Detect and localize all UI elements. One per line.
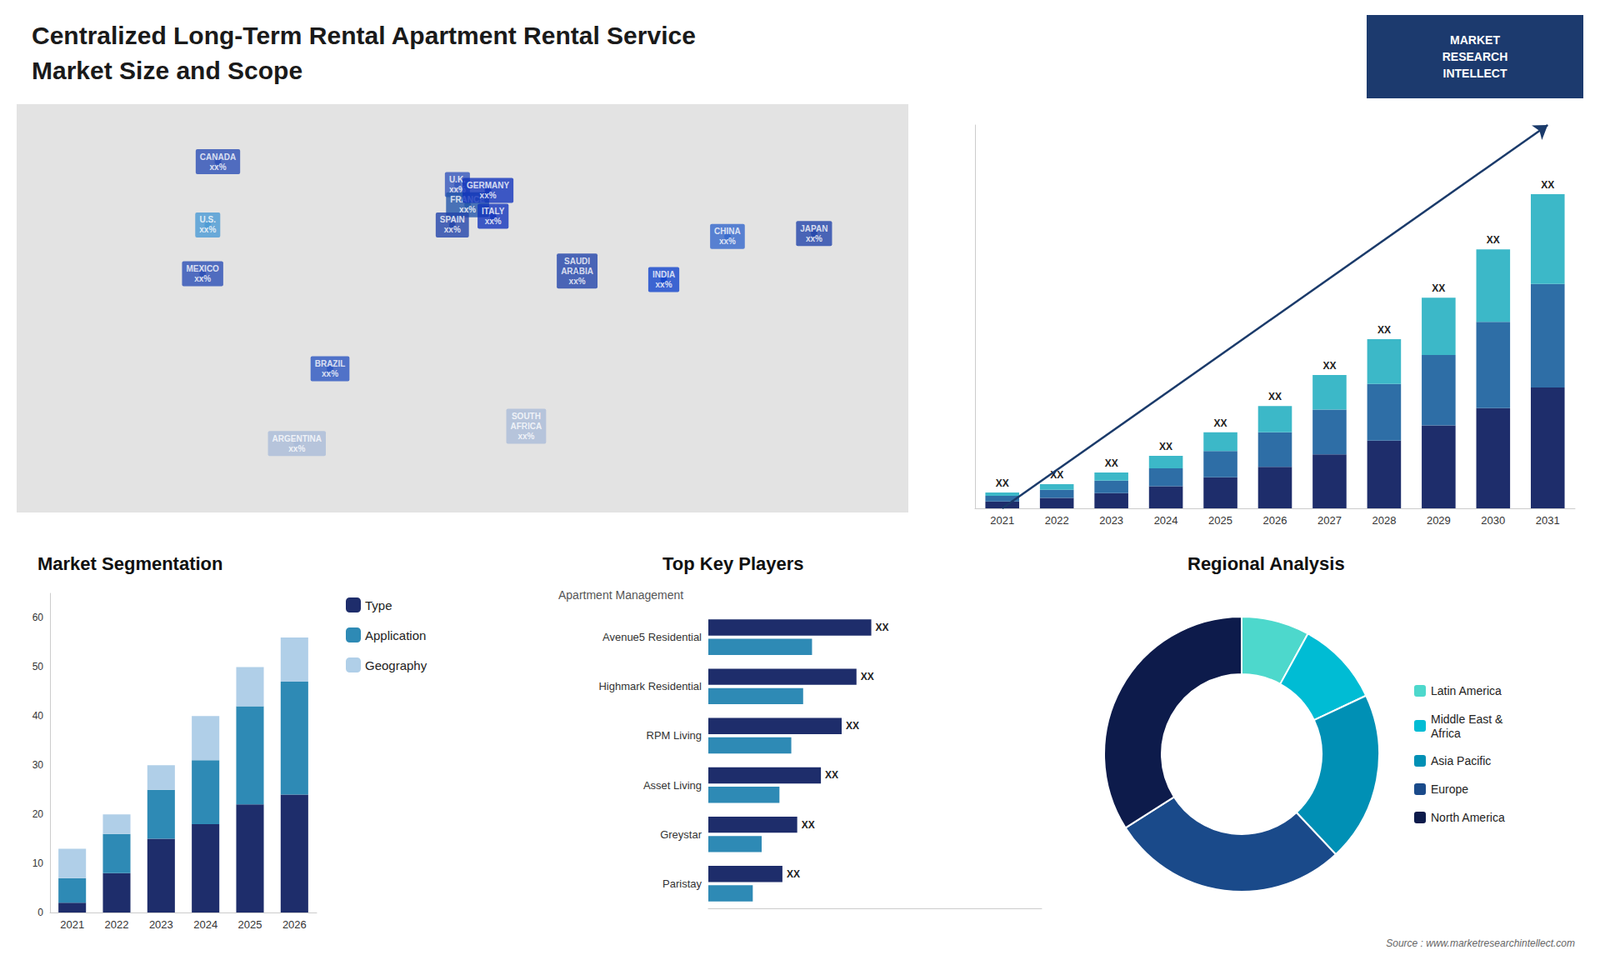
svg-text:U.S.: U.S. (200, 215, 217, 225)
svg-text:U.K.: U.K. (449, 175, 466, 185)
svg-text:xx%: xx% (805, 234, 823, 244)
svg-text:Asset Living: Asset Living (643, 779, 702, 792)
svg-text:Latin America: Latin America (1430, 684, 1502, 698)
svg-text:Asia Pacific: Asia Pacific (1430, 754, 1491, 768)
svg-text:MEXICO: MEXICO (185, 264, 220, 274)
svg-text:Apartment Management: Apartment Management (558, 588, 684, 602)
svg-text:2025: 2025 (1208, 514, 1233, 527)
svg-text:CHINA: CHINA (714, 226, 741, 236)
svg-text:2021: 2021 (60, 918, 85, 931)
svg-text:GERMANY: GERMANY (466, 180, 510, 190)
svg-text:xx%: xx% (199, 225, 216, 235)
svg-text:XX: XX (1268, 390, 1282, 403)
svg-text:2025: 2025 (238, 918, 263, 931)
svg-text:XX: XX (801, 819, 815, 831)
svg-text:xx%: xx% (485, 216, 502, 226)
svg-text:Source : www.marketresearchint: Source : www.marketresearchintellect.com (1385, 937, 1575, 950)
svg-text:CANADA: CANADA (200, 152, 236, 162)
svg-text:Greystar: Greystar (660, 828, 703, 841)
svg-text:2028: 2028 (1371, 514, 1396, 527)
svg-text:MARKET: MARKET (1450, 33, 1500, 47)
svg-text:xx%: xx% (480, 190, 497, 200)
svg-text:Market Segmentation: Market Segmentation (37, 553, 224, 575)
svg-text:Highmark Residential: Highmark Residential (598, 680, 702, 693)
svg-text:XX: XX (875, 621, 890, 634)
svg-text:XX: XX (1105, 457, 1119, 470)
svg-text:XX: XX (995, 477, 1010, 490)
svg-text:Market Size and Scope: Market Size and Scope (31, 56, 303, 85)
svg-text:Top Key Players: Top Key Players (662, 553, 805, 575)
svg-text:xx%: xx% (459, 205, 476, 215)
svg-text:RESEARCH: RESEARCH (1442, 50, 1509, 64)
svg-text:SPAIN: SPAIN (440, 215, 465, 225)
svg-text:XX: XX (786, 868, 800, 880)
svg-text:xx%: xx% (444, 225, 461, 235)
svg-text:0: 0 (37, 906, 44, 919)
svg-text:Application: Application (365, 628, 426, 643)
svg-text:Regional Analysis: Regional Analysis (1187, 553, 1345, 575)
svg-text:2029: 2029 (1426, 514, 1451, 527)
svg-text:2026: 2026 (282, 918, 307, 931)
svg-text:40: 40 (32, 710, 45, 722)
svg-text:xx%: xx% (288, 444, 305, 454)
svg-text:2024: 2024 (1154, 514, 1179, 527)
svg-text:XX: XX (1050, 469, 1064, 481)
svg-text:xx%: xx% (655, 280, 673, 290)
svg-text:SAUDI: SAUDI (564, 256, 590, 266)
svg-text:RPM Living: RPM Living (646, 729, 702, 742)
svg-text:xx%: xx% (517, 431, 535, 441)
svg-text:Geography: Geography (365, 658, 428, 673)
svg-text:XX: XX (1322, 360, 1336, 372)
svg-text:ARABIA: ARABIA (560, 266, 594, 276)
svg-text:xx%: xx% (321, 369, 339, 379)
svg-text:XX: XX (1214, 417, 1228, 430)
svg-text:2021: 2021 (990, 514, 1015, 527)
svg-text:2031: 2031 (1535, 514, 1560, 527)
svg-text:XX: XX (1377, 324, 1391, 336)
svg-text:60: 60 (32, 611, 45, 624)
svg-text:XX: XX (825, 769, 839, 781)
svg-text:SOUTH: SOUTH (511, 411, 541, 421)
svg-text:JAPAN: JAPAN (800, 224, 828, 234)
svg-text:XX: XX (860, 670, 875, 683)
svg-text:10: 10 (32, 857, 45, 870)
svg-text:30: 30 (32, 759, 45, 771)
svg-text:2030: 2030 (1480, 514, 1505, 527)
svg-text:Europe: Europe (1430, 782, 1469, 796)
svg-text:XX: XX (1486, 234, 1500, 246)
svg-text:2026: 2026 (1263, 514, 1288, 527)
svg-text:XX: XX (1540, 179, 1555, 191)
svg-text:xx%: xx% (719, 236, 736, 246)
svg-text:Centralized Long-Term Rental A: Centralized Long-Term Rental Apartment R… (31, 21, 696, 50)
svg-text:xx%: xx% (194, 274, 211, 284)
svg-text:INDIA: INDIA (652, 270, 675, 280)
svg-text:ITALY: ITALY (481, 206, 505, 216)
svg-text:2022: 2022 (105, 918, 130, 931)
svg-text:XX: XX (845, 720, 860, 732)
svg-text:2024: 2024 (193, 918, 218, 931)
svg-text:2027: 2027 (1317, 514, 1342, 527)
svg-text:Paristay: Paristay (662, 877, 702, 890)
svg-text:Africa: Africa (1430, 726, 1461, 740)
svg-text:North America: North America (1430, 810, 1505, 825)
svg-text:2023: 2023 (149, 918, 174, 931)
svg-text:BRAZIL: BRAZIL (315, 359, 346, 369)
svg-text:Avenue5 Residential: Avenue5 Residential (602, 630, 702, 644)
svg-text:ARGENTINA: ARGENTINA (272, 434, 322, 444)
svg-text:Middle East &: Middle East & (1430, 712, 1504, 726)
svg-text:XX: XX (1159, 440, 1173, 453)
svg-text:Type: Type (365, 598, 393, 613)
svg-text:AFRICA: AFRICA (510, 421, 543, 431)
svg-text:xx%: xx% (210, 162, 227, 172)
svg-text:2023: 2023 (1099, 514, 1124, 527)
svg-text:INTELLECT: INTELLECT (1443, 66, 1508, 80)
svg-text:xx%: xx% (569, 276, 586, 286)
svg-text:XX: XX (1431, 282, 1445, 295)
svg-text:20: 20 (32, 808, 45, 820)
svg-text:2022: 2022 (1045, 514, 1070, 527)
svg-text:50: 50 (32, 660, 45, 673)
